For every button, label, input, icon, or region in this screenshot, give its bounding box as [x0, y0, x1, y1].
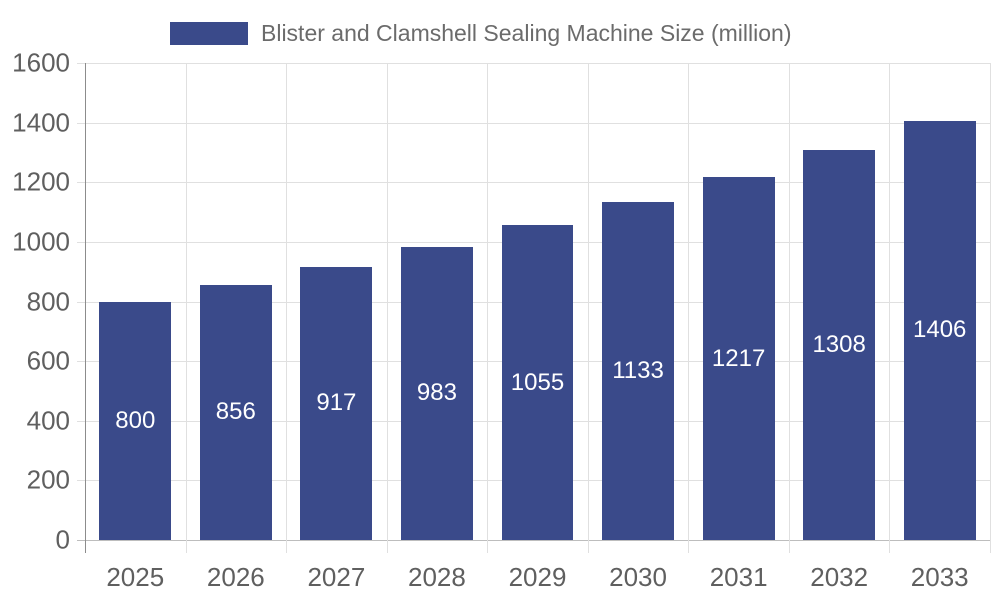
x-tick-label: 2026: [206, 562, 265, 592]
x-gridline: [185, 63, 187, 553]
x-gridline: [487, 63, 489, 553]
x-tick-label: 2031: [709, 562, 768, 592]
bar-2031: 1217: [702, 177, 775, 540]
x-tick-label: 2029: [508, 562, 567, 592]
x-gridline: [788, 63, 790, 553]
bar-2033: 1406: [903, 120, 976, 540]
x-gridline: [386, 63, 388, 553]
legend-label: Blister and Clamshell Sealing Machine Si…: [261, 20, 792, 46]
x-axis-line: [77, 540, 990, 541]
y-tick-label: 1400: [12, 107, 70, 138]
plot-area: 0 200 400 600 800 1000 1200 1400 1600 800 2025 856 2…: [12, 48, 991, 592]
legend-item[interactable]: Blister and Clamshell Sealing Machine Si…: [170, 20, 792, 47]
y-tick-label: 1600: [12, 47, 70, 78]
bar-value-label: 983: [416, 379, 457, 407]
x-gridline: [286, 63, 288, 553]
x-gridline: [889, 63, 891, 553]
y-tick-label: 200: [26, 464, 70, 495]
bar-2026: 856: [199, 284, 272, 540]
y-tick-label: 1200: [12, 166, 70, 197]
bar-value-label: 1055: [510, 368, 565, 396]
y-tick-label: 600: [26, 345, 70, 376]
x-tick-label: 2030: [609, 562, 667, 592]
x-gridline: [990, 63, 991, 553]
x-tick-label: 2032: [810, 562, 869, 592]
bar-2027: 917: [300, 266, 373, 540]
bar-2028: 983: [400, 246, 473, 540]
y-gridline: [77, 122, 990, 124]
x-tick-label: 2033: [910, 562, 969, 592]
y-tick-label: 1000: [12, 226, 70, 257]
x-gridline: [688, 63, 690, 553]
y-gridline: [77, 182, 990, 184]
legend-swatch: [170, 22, 248, 45]
x-tick-label: 2025: [106, 562, 165, 592]
bar-2030: 1133: [602, 202, 674, 540]
bar-value-label: 1308: [812, 331, 866, 359]
bar-value-label: 1406: [913, 316, 967, 344]
y-gridline: [77, 63, 990, 64]
y-tick-label: 800: [26, 286, 70, 316]
bar-2029: 1055: [501, 225, 574, 540]
y-tick-label: 0: [55, 524, 70, 555]
bar-value-label: 1133: [612, 357, 664, 385]
bar-value-label: 917: [316, 389, 357, 417]
bar-2032: 1308: [803, 150, 876, 540]
y-tick-label: 400: [26, 405, 70, 436]
bar-value-label: 1217: [711, 344, 766, 372]
x-tick-label: 2027: [307, 562, 366, 592]
x-tick-label: 2028: [408, 562, 466, 592]
x-gridline: [587, 63, 589, 553]
bar-value-label: 800: [115, 406, 156, 434]
bar-2025: 800: [99, 301, 172, 540]
bar-value-label: 856: [215, 398, 256, 426]
y-axis-line: [85, 63, 86, 553]
